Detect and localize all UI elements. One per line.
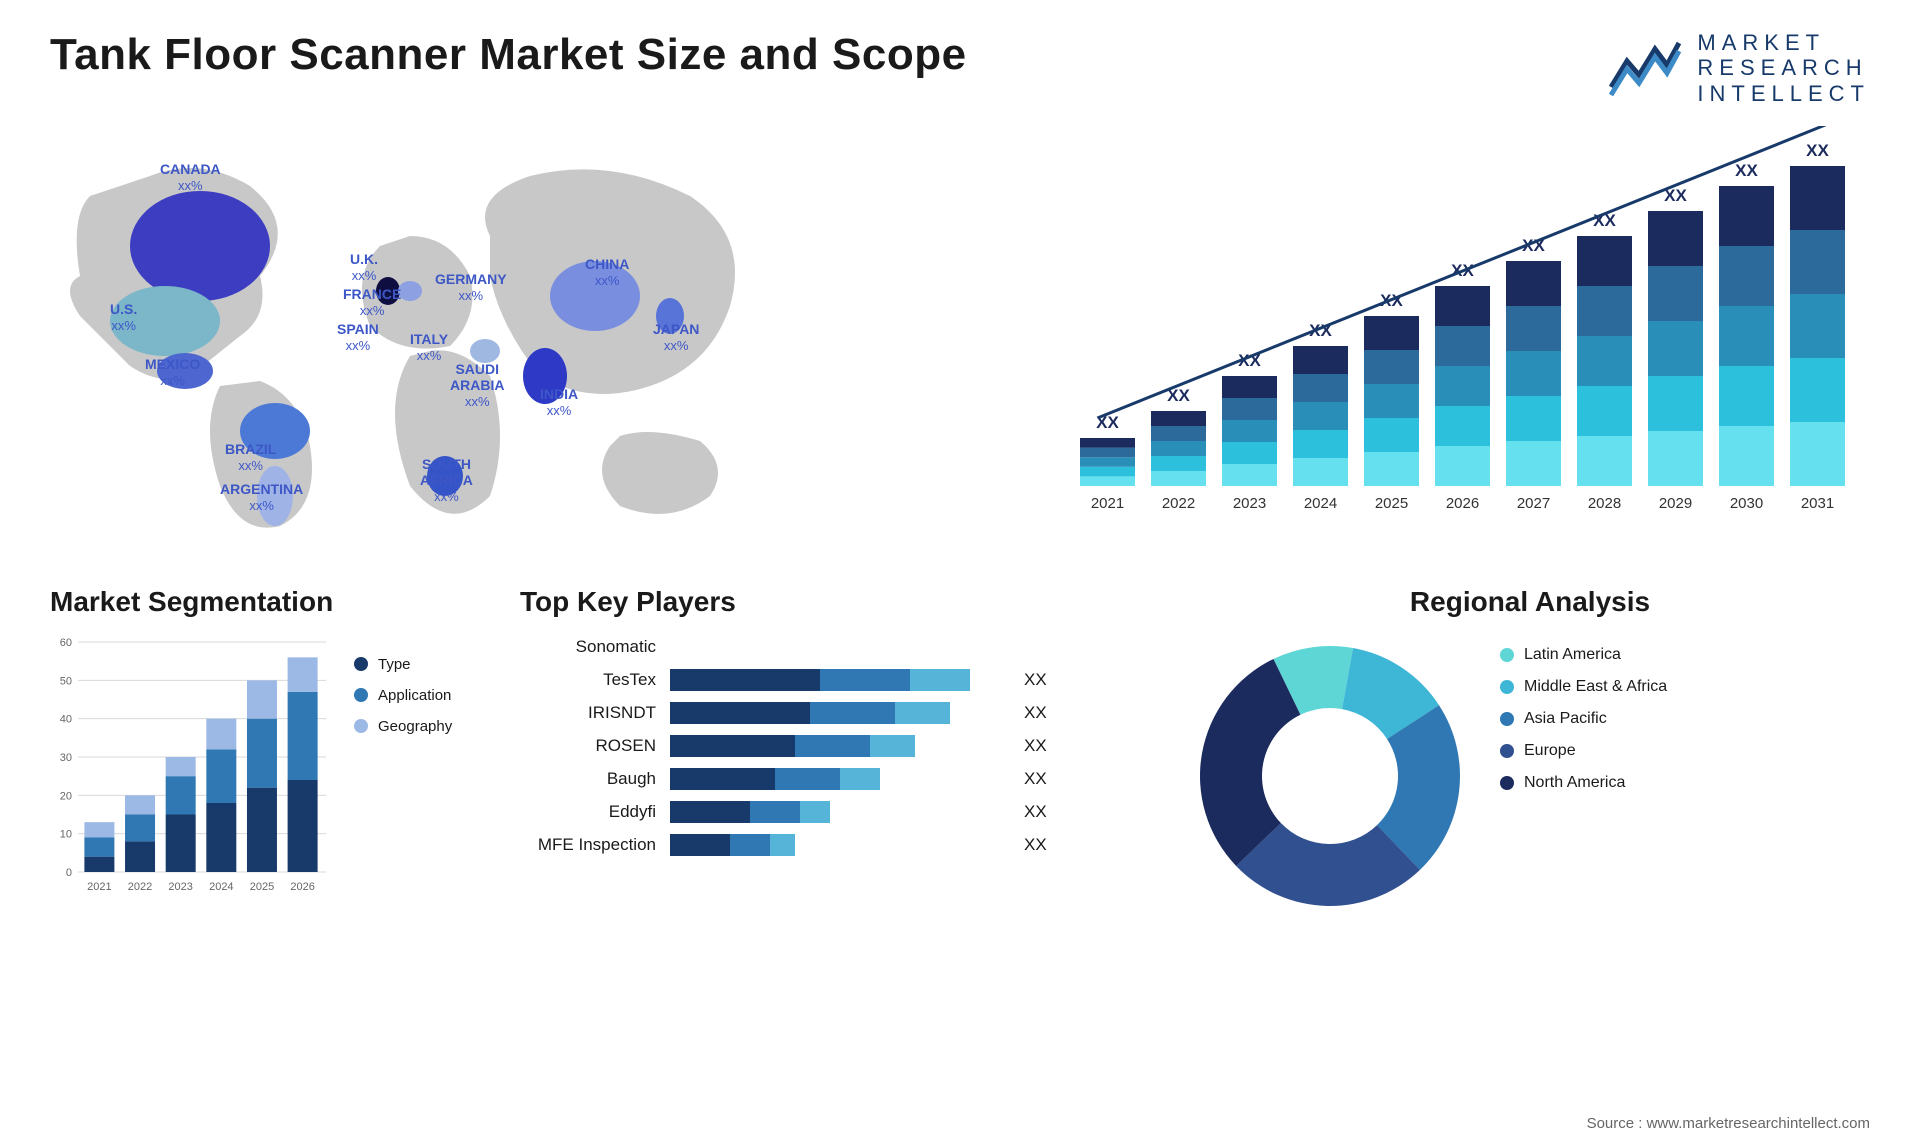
svg-text:40: 40: [60, 714, 72, 726]
svg-text:2023: 2023: [1233, 495, 1266, 512]
map-label: JAPANxx%: [653, 321, 699, 354]
svg-text:10: 10: [60, 829, 72, 841]
player-row: Eddyfi XX: [520, 801, 1160, 823]
regional-title: Regional Analysis: [1190, 586, 1870, 618]
map-label: ARGENTINAxx%: [220, 481, 303, 514]
legend-item: Application: [354, 687, 490, 704]
svg-text:2025: 2025: [250, 881, 274, 893]
svg-text:2024: 2024: [209, 881, 233, 893]
player-bar: [670, 636, 1010, 658]
player-name: ROSEN: [520, 736, 670, 756]
player-row: Sonomatic: [520, 636, 1160, 658]
player-name: TesTex: [520, 670, 670, 690]
map-label: ITALYxx%: [410, 331, 448, 364]
svg-text:2024: 2024: [1304, 495, 1337, 512]
map-label: GERMANYxx%: [435, 271, 507, 304]
player-bar: [670, 834, 1010, 856]
segmentation-chart: 0 10 20 30 40 50 60 2021 2022 2023 2024 2025 2026: [50, 636, 330, 896]
player-bar: [670, 735, 1010, 757]
regional-donut: [1190, 636, 1470, 916]
map-label: INDIAxx%: [540, 386, 578, 419]
svg-text:2022: 2022: [1162, 495, 1195, 512]
growth-bar-chart: XX2021XX2022XX2023XX2024XX2025XX2026XX20…: [1070, 126, 1870, 556]
player-value: XX: [1010, 670, 1047, 690]
segmentation-legend: Type Application Geography: [354, 636, 490, 896]
brand-logo: MARKET RESEARCH INTELLECT: [1607, 30, 1870, 106]
player-value: XX: [1010, 703, 1047, 723]
player-row: IRISNDT XX: [520, 702, 1160, 724]
player-value: XX: [1010, 835, 1047, 855]
segmentation-panel: Market Segmentation 0 10 20 30 40 50 60 2021 202…: [50, 586, 490, 916]
map-label: SOUTHAFRICAxx%: [420, 456, 473, 505]
source-label: Source : www.marketresearchintellect.com: [1587, 1115, 1870, 1132]
player-name: Baugh: [520, 769, 670, 789]
map-label: FRANCExx%: [343, 286, 401, 319]
player-bar: [670, 669, 1010, 691]
svg-text:2031: 2031: [1801, 495, 1834, 512]
legend-item: Asia Pacific: [1500, 710, 1870, 728]
player-row: MFE Inspection XX: [520, 834, 1160, 856]
map-label: BRAZILxx%: [225, 441, 276, 474]
world-map: CANADAxx% U.S.xx% MEXICOxx% BRAZILxx% ARGENT…: [50, 126, 1030, 556]
player-row: ROSEN XX: [520, 735, 1160, 757]
player-bar: [670, 768, 1010, 790]
player-name: Eddyfi: [520, 802, 670, 822]
map-label: U.S.xx%: [110, 301, 137, 334]
svg-text:2029: 2029: [1659, 495, 1692, 512]
map-label: MEXICOxx%: [145, 356, 200, 389]
svg-text:2021: 2021: [1091, 495, 1124, 512]
player-row: TesTex XX: [520, 669, 1160, 691]
page-title: Tank Floor Scanner Market Size and Scope: [50, 30, 967, 80]
legend-item: Type: [354, 656, 490, 673]
logo-icon: [1607, 37, 1685, 99]
key-players-panel: Top Key Players SonomaticTesTexXXIRISNDT…: [520, 586, 1160, 916]
player-name: IRISNDT: [520, 703, 670, 723]
svg-text:2021: 2021: [87, 881, 111, 893]
key-players-title: Top Key Players: [520, 586, 1160, 618]
svg-text:2026: 2026: [290, 881, 314, 893]
svg-text:0: 0: [66, 867, 72, 879]
map-label: SPAINxx%: [337, 321, 379, 354]
map-label: CHINAxx%: [585, 256, 629, 289]
legend-item: Europe: [1500, 742, 1870, 760]
player-bar: [670, 801, 1010, 823]
legend-item: North America: [1500, 774, 1870, 792]
regional-legend: Latin America Middle East & Africa Asia Pa…: [1500, 636, 1870, 916]
legend-item: Middle East & Africa: [1500, 678, 1870, 696]
svg-text:20: 20: [60, 790, 72, 802]
svg-text:30: 30: [60, 752, 72, 764]
player-bar: [670, 702, 1010, 724]
svg-text:2027: 2027: [1517, 495, 1550, 512]
player-name: Sonomatic: [520, 637, 670, 657]
regional-panel: Regional Analysis Latin America Middle Ea…: [1190, 586, 1870, 916]
svg-text:2025: 2025: [1375, 495, 1408, 512]
svg-text:2028: 2028: [1588, 495, 1621, 512]
svg-text:2026: 2026: [1446, 495, 1479, 512]
logo-line1: MARKET: [1697, 30, 1870, 55]
svg-text:50: 50: [60, 675, 72, 687]
legend-item: Latin America: [1500, 646, 1870, 664]
svg-text:60: 60: [60, 637, 72, 649]
player-name: MFE Inspection: [520, 835, 670, 855]
player-value: XX: [1010, 769, 1047, 789]
segmentation-title: Market Segmentation: [50, 586, 490, 618]
map-label: U.K.xx%: [350, 251, 378, 284]
player-value: XX: [1010, 736, 1047, 756]
svg-text:2030: 2030: [1730, 495, 1763, 512]
svg-text:XX: XX: [1735, 161, 1758, 180]
player-value: XX: [1010, 802, 1047, 822]
map-label: SAUDIARABIAxx%: [450, 361, 504, 410]
map-label: CANADAxx%: [160, 161, 221, 194]
logo-line3: INTELLECT: [1697, 81, 1870, 106]
legend-item: Geography: [354, 718, 490, 735]
svg-text:2022: 2022: [128, 881, 152, 893]
logo-line2: RESEARCH: [1697, 55, 1870, 80]
svg-text:XX: XX: [1806, 141, 1829, 160]
player-row: Baugh XX: [520, 768, 1160, 790]
svg-text:2023: 2023: [168, 881, 192, 893]
